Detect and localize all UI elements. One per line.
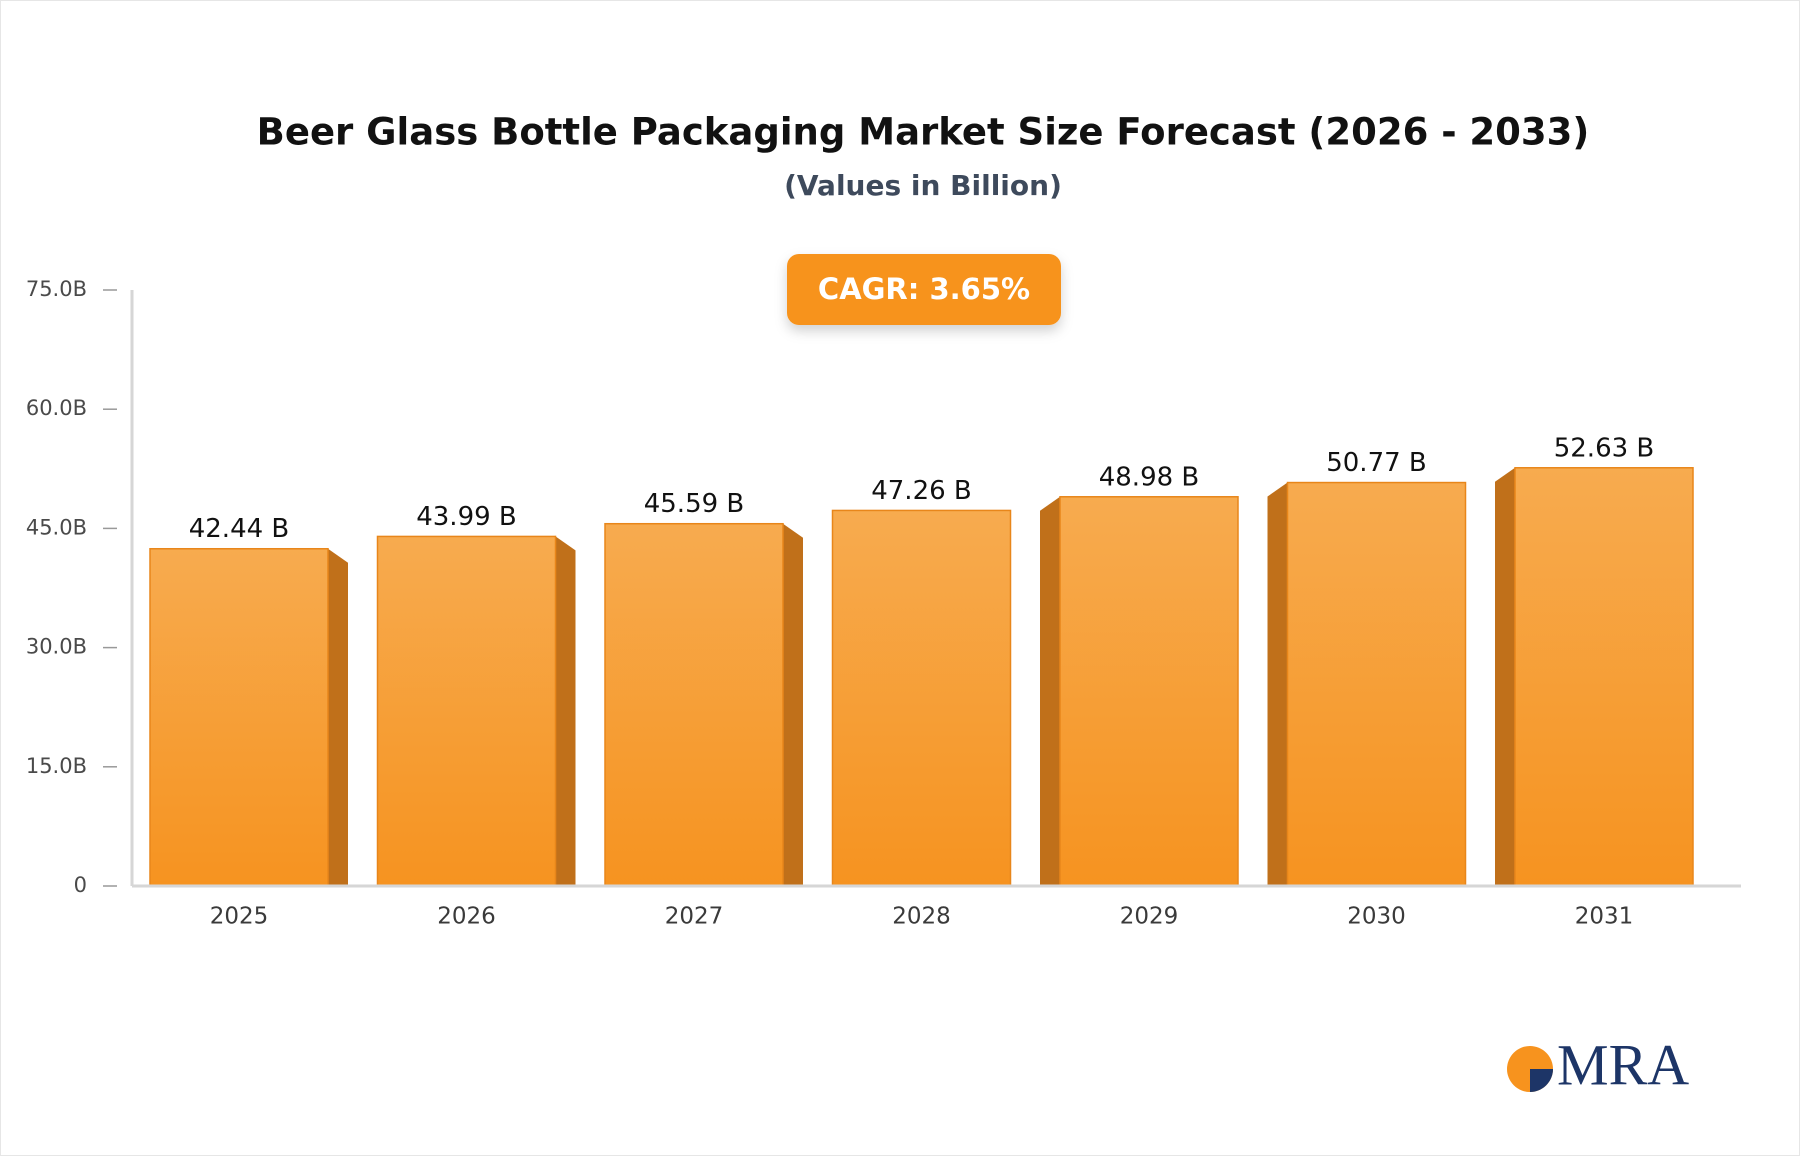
cagr-badge bbox=[787, 254, 1061, 325]
x-tick-label: 2029 bbox=[1120, 904, 1179, 930]
bar-side bbox=[1040, 496, 1060, 886]
value-label: 47.26 B bbox=[871, 476, 972, 506]
value-label: 50.77 B bbox=[1326, 448, 1427, 478]
chart-title: Beer Glass Bottle Packaging Market Size … bbox=[257, 111, 1590, 154]
cagr-label: CAGR: 3.65% bbox=[818, 272, 1030, 306]
x-tick-label: 2028 bbox=[892, 904, 951, 930]
bar bbox=[149, 547, 329, 887]
bar bbox=[1514, 467, 1694, 887]
y-tick-label: 75.0B bbox=[26, 277, 87, 301]
bar-side bbox=[1267, 482, 1288, 886]
y-tick-label: 60.0B bbox=[26, 396, 87, 420]
bar-side bbox=[1495, 467, 1515, 886]
logo-icon-part bbox=[1530, 1069, 1553, 1092]
logo: MRA bbox=[1507, 1032, 1689, 1097]
x-tick-label: 2027 bbox=[665, 904, 724, 930]
x-tick-label: 2025 bbox=[210, 904, 269, 930]
value-label: 52.63 B bbox=[1554, 433, 1655, 463]
bar bbox=[1286, 481, 1467, 887]
value-label: 45.59 B bbox=[644, 489, 745, 519]
value-label: 42.44 B bbox=[189, 514, 290, 544]
bar-side bbox=[328, 548, 348, 886]
x-tick-label: 2031 bbox=[1575, 904, 1634, 930]
bar bbox=[604, 522, 784, 887]
logo-text: MRA bbox=[1557, 1032, 1689, 1097]
y-tick-label: 0 bbox=[74, 873, 87, 897]
y-tick-label: 45.0B bbox=[26, 515, 87, 539]
x-tick-label: 2030 bbox=[1347, 904, 1406, 930]
value-label: 48.98 B bbox=[1099, 462, 1200, 492]
bar-side bbox=[555, 536, 576, 886]
y-tick-label: 30.0B bbox=[26, 635, 87, 659]
chart-subtitle: (Values in Billion) bbox=[784, 169, 1062, 202]
bar bbox=[376, 535, 557, 887]
bar-side bbox=[783, 523, 803, 886]
value-label: 43.99 B bbox=[416, 502, 517, 532]
y-tick-label: 15.0B bbox=[26, 754, 87, 778]
bar bbox=[1059, 496, 1239, 887]
x-tick-label: 2026 bbox=[437, 904, 496, 930]
bar bbox=[831, 509, 1012, 887]
